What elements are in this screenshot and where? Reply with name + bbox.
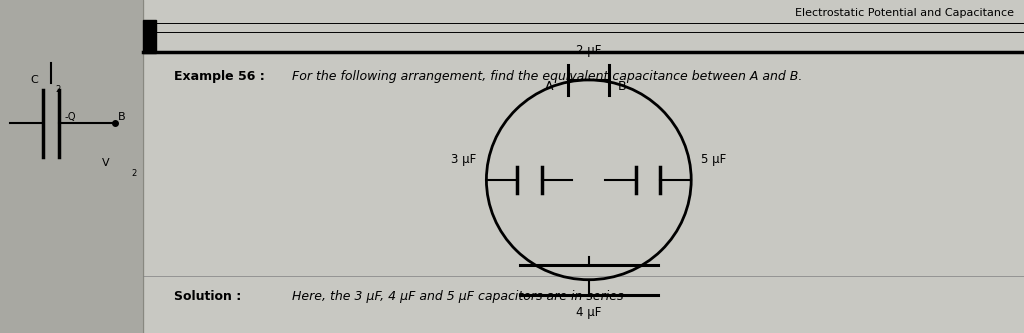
Text: A: A [545,80,553,93]
Text: B: B [617,80,626,93]
Text: 4 μF: 4 μF [577,306,601,319]
Text: 2: 2 [55,85,60,95]
Text: Example 56 :: Example 56 : [174,70,265,83]
Text: 5 μF: 5 μF [701,154,727,166]
Text: Electrostatic Potential and Capacitance: Electrostatic Potential and Capacitance [795,8,1014,18]
Text: -Q: -Q [65,112,76,122]
Text: Solution :: Solution : [174,290,242,303]
Text: V: V [102,158,110,168]
Text: B: B [118,112,125,122]
Text: For the following arrangement, find the equivalent capacitance between A and B.: For the following arrangement, find the … [292,70,802,83]
Text: 2 μF: 2 μF [577,44,601,57]
Text: Here, the 3 μF, 4 μF and 5 μF capacitors are in series: Here, the 3 μF, 4 μF and 5 μF capacitors… [292,290,624,303]
Text: C: C [31,75,39,85]
Text: 3 μF: 3 μF [451,154,476,166]
Bar [143,20,156,53]
Text: 2: 2 [131,168,136,178]
Bar [0,0,143,333]
